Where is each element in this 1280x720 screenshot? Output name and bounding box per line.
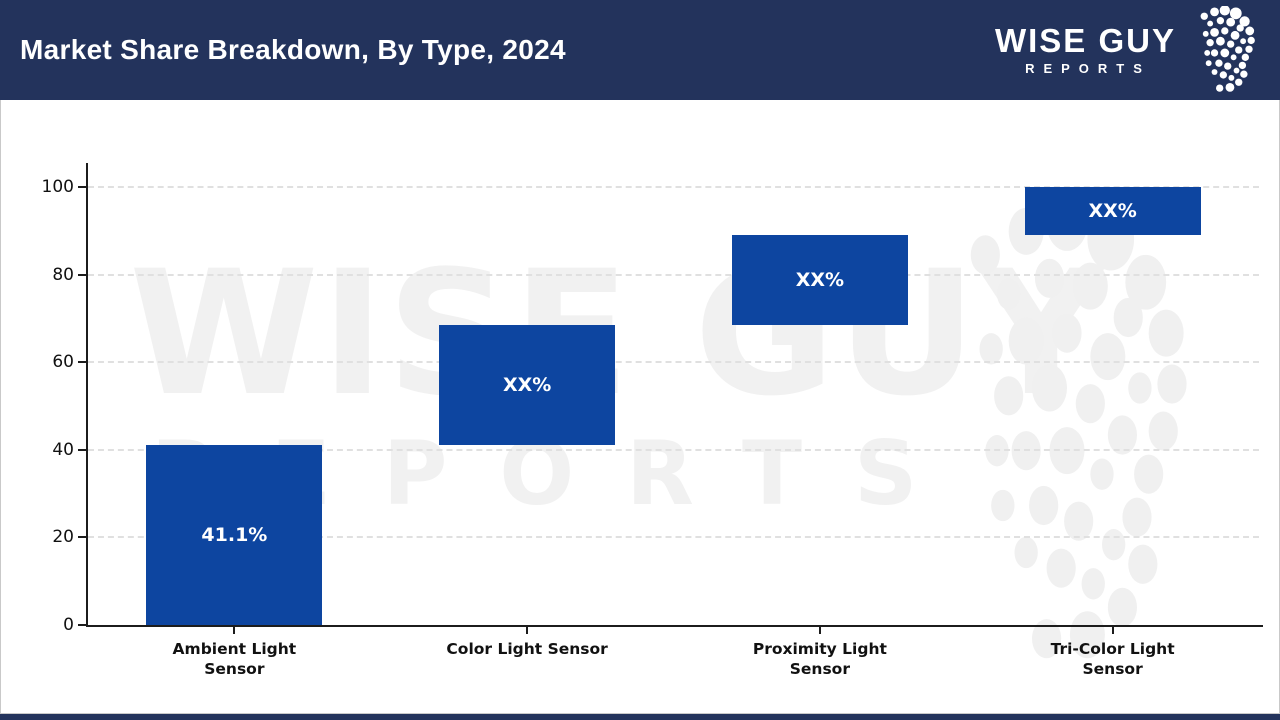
brand-subtitle: REPORTS — [1025, 61, 1151, 76]
bar-segment: XX% — [1024, 187, 1201, 236]
y-tick-label: 80 — [52, 264, 74, 285]
footer-bar — [0, 714, 1280, 720]
brand-face-icon — [1200, 6, 1255, 92]
bar-segment: XX% — [731, 235, 908, 325]
category-label: Ambient Light Sensor — [172, 640, 297, 679]
x-tick-mark — [818, 627, 821, 634]
x-tick-mark — [1111, 627, 1114, 634]
y-tick-mark — [78, 624, 86, 626]
category-label: Proximity Light Sensor — [752, 640, 887, 679]
brand-text: WISE GUY REPORTS — [995, 24, 1176, 76]
brand-logo: WISE GUY REPORTS — [995, 6, 1260, 94]
gridline — [88, 448, 1259, 451]
y-axis-line — [86, 163, 88, 627]
y-tick-mark — [78, 186, 86, 188]
bar-value-label: XX% — [795, 269, 845, 292]
gridline — [88, 186, 1259, 188]
category-label: Color Light Sensor — [446, 640, 608, 658]
y-tick-label: 100 — [41, 177, 74, 197]
x-tick-mark — [233, 627, 236, 634]
category-label: Tri-Color Light Sensor — [1050, 640, 1175, 679]
bar-segment: XX% — [439, 324, 616, 445]
gridline — [88, 361, 1259, 364]
watermark-text-line1: WISE GUY — [129, 233, 1106, 434]
x-tick-mark — [526, 627, 529, 634]
bar-chart: 0 20 40 60 80 100 41.1% XX% XX% XX% Ambient Light … — [1, 100, 1279, 713]
y-tick-label: 0 — [63, 615, 74, 635]
page-title: Market Share Breakdown, By Type, 2024 — [20, 34, 566, 65]
bar-value-label: XX% — [1088, 200, 1137, 223]
bar-value-label: XX% — [502, 373, 552, 396]
bar-segment: 41.1% — [146, 444, 323, 625]
y-tick-label: 60 — [52, 352, 74, 373]
brand-name: WISE GUY — [994, 22, 1176, 59]
gridline — [88, 536, 1259, 539]
chart-panel: WISE GUY REPORTS — [0, 100, 1280, 714]
gridline — [88, 273, 1259, 276]
y-tick-mark — [78, 448, 86, 451]
y-tick-mark — [78, 361, 86, 364]
header: Market Share Breakdown, By Type, 2024 WI… — [0, 0, 1280, 100]
y-tick-label: 40 — [52, 439, 74, 460]
y-tick-mark — [78, 536, 86, 539]
y-tick-label: 20 — [52, 527, 74, 548]
bar-value-label: 41.1% — [201, 523, 268, 546]
y-tick-mark — [78, 273, 86, 276]
x-axis-line — [86, 625, 1263, 627]
